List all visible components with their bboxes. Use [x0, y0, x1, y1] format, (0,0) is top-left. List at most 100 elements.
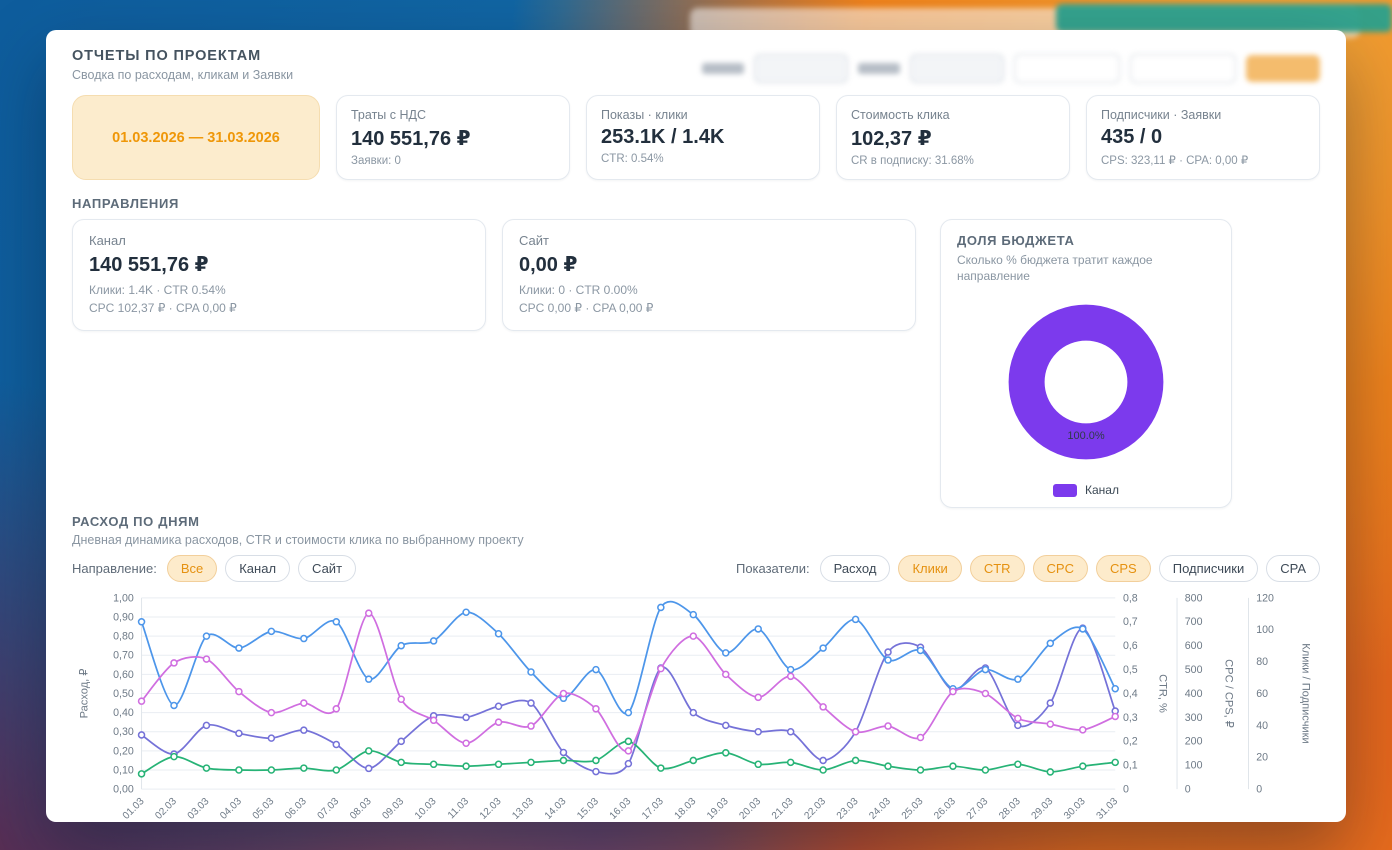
- stat-card-impressions: Показы · клики 253.1K / 1.4K CTR: 0.54%: [586, 95, 820, 180]
- svg-text:16.03: 16.03: [608, 796, 634, 822]
- svg-text:0,6: 0,6: [1123, 640, 1138, 652]
- header: ОТЧЕТЫ ПО ПРОЕКТАМ Сводка по расходам, к…: [72, 48, 1320, 83]
- chart-filters-row: Направление: Все Канал Сайт Показатели: Ра…: [72, 555, 1320, 583]
- chip-cpa[interactable]: CPA: [1266, 555, 1320, 583]
- svg-text:22.03: 22.03: [802, 796, 828, 822]
- svg-text:21.03: 21.03: [770, 796, 796, 822]
- svg-text:0,1: 0,1: [1123, 760, 1138, 772]
- donut-legend-label: Канал: [1085, 483, 1119, 498]
- header-titles: ОТЧЕТЫ ПО ПРОЕКТАМ Сводка по расходам, к…: [72, 48, 293, 82]
- svg-text:0,2: 0,2: [1123, 736, 1138, 748]
- project-filter-label: [702, 63, 744, 74]
- svg-text:04.03: 04.03: [218, 796, 244, 822]
- stat-card-value: 140 551,76 ₽: [351, 128, 471, 150]
- svg-text:200: 200: [1185, 736, 1203, 748]
- direction-chips: Все Канал Сайт: [166, 555, 357, 583]
- svg-text:15.03: 15.03: [575, 796, 601, 822]
- direction-filter-label: Направление:: [72, 561, 157, 577]
- direction-card-value: 140 551,76 ₽: [89, 254, 209, 276]
- apply-button[interactable]: [1246, 55, 1320, 82]
- svg-text:27.03: 27.03: [965, 796, 991, 822]
- svg-text:120: 120: [1256, 593, 1274, 605]
- svg-text:60: 60: [1256, 688, 1268, 700]
- direction-card-title: Сайт: [519, 233, 549, 248]
- svg-text:40: 40: [1256, 720, 1268, 732]
- svg-text:700: 700: [1185, 617, 1203, 629]
- svg-text:100: 100: [1256, 625, 1274, 637]
- svg-text:0,3: 0,3: [1123, 712, 1138, 724]
- chip-канал[interactable]: Канал: [225, 555, 291, 583]
- svg-text:31.03: 31.03: [1095, 796, 1121, 822]
- stat-card-value: 102,37 ₽: [851, 128, 932, 150]
- svg-text:25.03: 25.03: [900, 796, 926, 822]
- svg-text:13.03: 13.03: [510, 796, 536, 822]
- svg-text:100: 100: [1185, 760, 1203, 772]
- svg-text:0,7: 0,7: [1123, 617, 1138, 629]
- chip-все[interactable]: Все: [166, 555, 218, 583]
- svg-text:05.03: 05.03: [251, 796, 277, 822]
- svg-text:28.03: 28.03: [997, 796, 1023, 822]
- stat-card-title: Траты с НДС: [351, 108, 426, 122]
- svg-text:01.03: 01.03: [121, 796, 147, 822]
- daily-section-title: РАСХОД ПО ДНЯМ: [72, 514, 200, 530]
- date-from-input[interactable]: [1014, 54, 1120, 83]
- svg-text:0: 0: [1185, 784, 1191, 796]
- svg-text:08.03: 08.03: [348, 796, 374, 822]
- date-range-card: 01.03.2026 — 31.03.2026: [72, 95, 320, 180]
- stat-card-sub: CPS: 323,11 ₽ · CPA: 0,00 ₽: [1101, 155, 1249, 167]
- svg-text:14.03: 14.03: [543, 796, 569, 822]
- metric-chips: Расход Клики CTR CPC CPS Подписчики CPA: [819, 555, 1320, 583]
- svg-text:19.03: 19.03: [705, 796, 731, 822]
- svg-text:300: 300: [1185, 712, 1203, 724]
- svg-text:06.03: 06.03: [283, 796, 309, 822]
- chip-cps[interactable]: CPS: [1095, 555, 1151, 583]
- metric-filter-label: Показатели:: [735, 561, 810, 577]
- budget-share-card: ДОЛЯ БЮДЖЕТА Сколько % бюджета тратит ка…: [940, 219, 1232, 509]
- svg-text:02.03: 02.03: [153, 796, 179, 822]
- chip-ctr[interactable]: CTR: [969, 555, 1025, 583]
- budget-donut-chart: 100.0%: [996, 292, 1176, 477]
- svg-text:0,5: 0,5: [1123, 664, 1138, 676]
- page-title: ОТЧЕТЫ ПО ПРОЕКТАМ: [72, 48, 262, 64]
- svg-text:0: 0: [1256, 784, 1262, 796]
- chip-клики[interactable]: Клики: [898, 555, 962, 583]
- stat-card-sub: CTR: 0.54%: [601, 153, 664, 165]
- svg-text:Клики / Подписчики: Клики / Подписчики: [1300, 644, 1312, 744]
- svg-text:0,50: 0,50: [113, 688, 134, 700]
- donut-legend-swatch: [1053, 483, 1078, 497]
- budget-card-subtitle: Сколько % бюджета тратит каждое направле…: [957, 253, 1153, 284]
- svg-text:800: 800: [1185, 593, 1203, 605]
- svg-text:0,20: 0,20: [113, 746, 134, 758]
- svg-text:0,80: 0,80: [113, 631, 134, 643]
- direction-card-metrics: CPC 0,00 ₽ · CPA 0,00 ₽: [519, 301, 654, 315]
- direction-card-title: Канал: [89, 233, 126, 248]
- donut-percent-label: 100.0%: [1067, 430, 1105, 443]
- svg-text:12.03: 12.03: [478, 796, 504, 822]
- svg-text:30.03: 30.03: [1062, 796, 1088, 822]
- svg-text:400: 400: [1185, 688, 1203, 700]
- svg-text:0,4: 0,4: [1123, 688, 1138, 700]
- project-select[interactable]: [754, 54, 848, 83]
- page-subtitle: Сводка по расходам, кликам и Заявки: [72, 68, 294, 82]
- date-to-input[interactable]: [1130, 54, 1236, 83]
- stat-card-subscribers: Подписчики · Заявки 435 / 0 CPS: 323,11 …: [1086, 95, 1320, 180]
- svg-text:20.03: 20.03: [738, 796, 764, 822]
- svg-text:0,70: 0,70: [113, 650, 134, 662]
- svg-text:03.03: 03.03: [186, 796, 212, 822]
- svg-text:0,30: 0,30: [113, 727, 134, 739]
- direction-card-metrics: Клики: 0 · CTR 0.00%: [519, 283, 638, 297]
- donut-legend[interactable]: Канал: [957, 483, 1215, 497]
- chip-cpc[interactable]: CPC: [1032, 555, 1088, 583]
- chip-расход[interactable]: Расход: [819, 555, 891, 583]
- svg-text:0,8: 0,8: [1123, 593, 1138, 605]
- summary-cards-row: 01.03.2026 — 31.03.2026 Траты с НДС 140 …: [72, 95, 1320, 180]
- svg-text:0: 0: [1123, 784, 1129, 796]
- stat-card-value: 435 / 0: [1101, 126, 1163, 148]
- stat-card-sub: CR в подписку: 31.68%: [851, 155, 974, 167]
- chip-сайт[interactable]: Сайт: [298, 555, 357, 583]
- svg-text:10.03: 10.03: [413, 796, 439, 822]
- chip-подписчики[interactable]: Подписчики: [1158, 555, 1259, 583]
- svg-text:0,60: 0,60: [113, 669, 134, 681]
- svg-text:20: 20: [1256, 752, 1268, 764]
- period-select[interactable]: [910, 54, 1004, 83]
